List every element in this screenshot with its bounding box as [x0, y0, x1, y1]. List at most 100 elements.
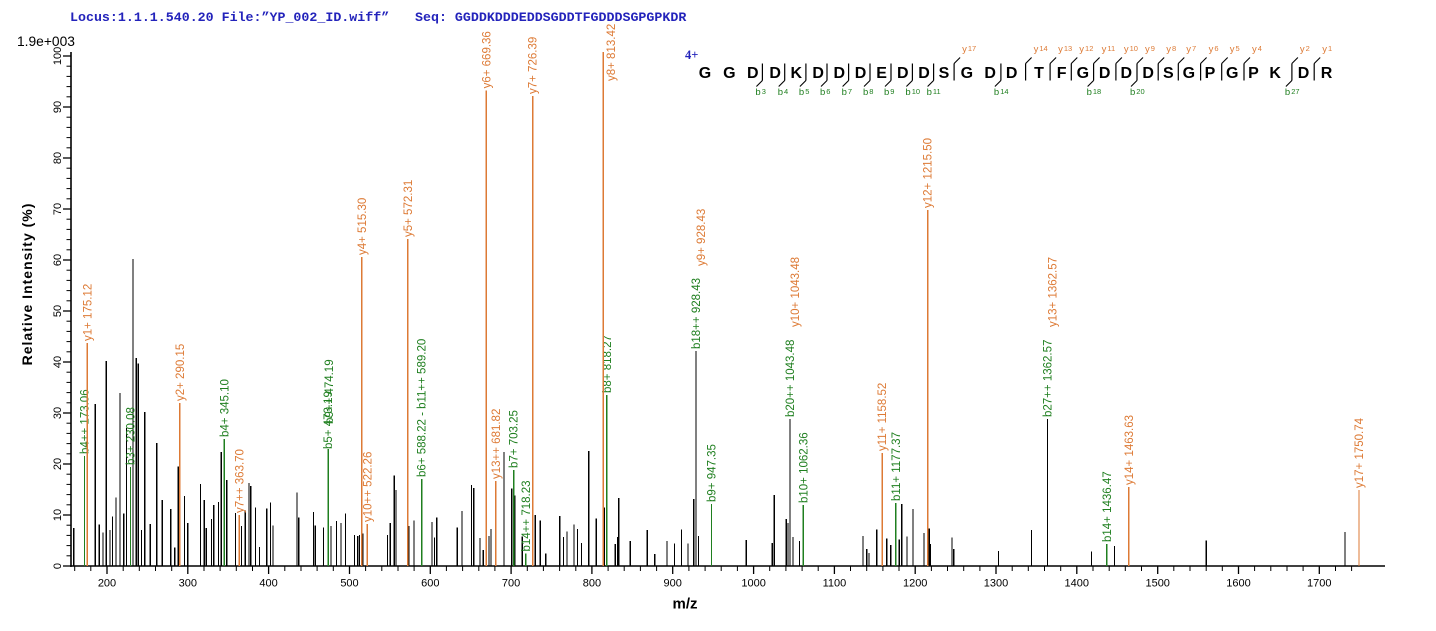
svg-text:1600: 1600: [1226, 578, 1250, 590]
svg-text:y1+ 175.12: y1+ 175.12: [82, 284, 94, 341]
svg-text:Seq: GGDDKDDDEDDSGDDTFGDDDSGPG: Seq: GGDDKDDDEDDSGDDTFGDDDSGPGPKDR: [415, 10, 686, 25]
svg-text:y13+ 1362.57: y13+ 1362.57: [1048, 257, 1060, 327]
svg-text:b3+ 230.08: b3+ 230.08: [126, 407, 138, 465]
svg-text:y4+ 515.30: y4+ 515.30: [357, 198, 369, 255]
svg-text:y12+ 1215.50: y12+ 1215.50: [923, 138, 935, 208]
svg-text:b9+ 947.35: b9+ 947.35: [707, 444, 719, 502]
svg-text:D: D: [1298, 65, 1310, 82]
svg-text:K: K: [1269, 65, 1281, 82]
svg-text:b14++ 718.23: b14++ 718.23: [521, 481, 533, 552]
svg-text:R: R: [1321, 65, 1333, 82]
svg-text:y7++ 363.70: y7++ 363.70: [234, 449, 246, 513]
svg-text:30: 30: [52, 407, 64, 419]
svg-text:G: G: [1077, 65, 1089, 82]
svg-text:40: 40: [52, 356, 64, 368]
svg-text:70: 70: [52, 203, 64, 215]
svg-text:y8+ 813.42: y8+ 813.42: [606, 24, 618, 81]
svg-text:b9++ 474.19: b9++ 474.19: [324, 359, 336, 424]
svg-text:D: D: [834, 65, 846, 82]
svg-text:b6: b6: [820, 87, 830, 98]
svg-text:1000: 1000: [741, 578, 765, 590]
svg-text:G: G: [1226, 65, 1238, 82]
svg-text:P: P: [1205, 65, 1216, 82]
svg-text:1300: 1300: [984, 578, 1008, 590]
svg-text:b6+ 588.22 - b11++ 589.20: b6+ 588.22 - b11++ 589.20: [417, 339, 429, 477]
svg-text:200: 200: [98, 578, 116, 590]
svg-text:y2+ 290.15: y2+ 290.15: [175, 344, 187, 401]
svg-text:1500: 1500: [1145, 578, 1169, 590]
svg-text:700: 700: [502, 578, 520, 590]
svg-text:G: G: [699, 65, 711, 82]
svg-text:D: D: [984, 65, 996, 82]
svg-text:S: S: [939, 65, 950, 82]
svg-text:1.9e+003: 1.9e+003: [17, 34, 75, 49]
svg-text:y9: y9: [1145, 44, 1155, 55]
svg-text:y6: y6: [1209, 44, 1219, 55]
svg-text:K: K: [791, 65, 803, 82]
svg-text:Locus:1.1.1.540.20 File:”YP_00: Locus:1.1.1.540.20 File:”YP_002_ID.wiff”: [70, 10, 389, 25]
svg-text:D: D: [918, 65, 930, 82]
svg-text:y13++ 681.82: y13++ 681.82: [491, 409, 503, 479]
svg-text:T: T: [1034, 65, 1044, 82]
svg-text:y12: y12: [1079, 44, 1093, 55]
svg-text:10: 10: [52, 509, 64, 521]
svg-text:y11+ 1158.52: y11+ 1158.52: [877, 383, 889, 451]
svg-text:b10: b10: [905, 87, 920, 98]
svg-text:G: G: [961, 65, 973, 82]
svg-text:G: G: [723, 65, 735, 82]
svg-text:0: 0: [52, 563, 64, 569]
svg-text:b3: b3: [755, 87, 765, 98]
svg-text:90: 90: [52, 101, 64, 113]
svg-text:y2: y2: [1300, 44, 1310, 55]
svg-text:b5: b5: [799, 87, 809, 98]
svg-text:D: D: [769, 65, 781, 82]
svg-text:900: 900: [664, 578, 682, 590]
svg-text:P: P: [1248, 65, 1259, 82]
svg-text:y5+ 572.31: y5+ 572.31: [403, 180, 415, 237]
svg-text:y6+ 669.36: y6+ 669.36: [481, 31, 493, 88]
svg-text:1100: 1100: [823, 578, 847, 590]
svg-text:y5: y5: [1230, 44, 1240, 55]
svg-text:y11: y11: [1102, 44, 1116, 55]
svg-text:b10+ 1062.36: b10+ 1062.36: [798, 432, 810, 503]
svg-text:b4++ 173.06: b4++ 173.06: [80, 389, 92, 454]
svg-text:b9: b9: [884, 87, 894, 98]
svg-text:y10: y10: [1124, 44, 1138, 55]
svg-text:b27: b27: [1285, 87, 1300, 98]
svg-text:D: D: [812, 65, 824, 82]
svg-text:b8: b8: [863, 87, 873, 98]
svg-text:y14: y14: [1034, 44, 1048, 55]
svg-text:S: S: [1163, 65, 1174, 82]
svg-text:1400: 1400: [1065, 578, 1089, 590]
svg-text:50: 50: [52, 305, 64, 317]
svg-text:b4+ 345.10: b4+ 345.10: [219, 379, 231, 437]
svg-text:300: 300: [179, 578, 197, 590]
svg-text:60: 60: [52, 254, 64, 266]
svg-text:y9+ 928.43: y9+ 928.43: [696, 209, 708, 266]
svg-text:400: 400: [259, 578, 277, 590]
svg-text:b5+ 473.19: b5+ 473.19: [323, 391, 335, 449]
svg-text:F: F: [1057, 65, 1067, 82]
svg-text:b4: b4: [778, 87, 788, 98]
svg-text:D: D: [897, 65, 909, 82]
svg-text:E: E: [876, 65, 887, 82]
svg-text:b7+ 703.25: b7+ 703.25: [509, 410, 521, 468]
svg-text:y10+ 1043.48: y10+ 1043.48: [790, 257, 802, 327]
svg-text:y17+ 1750.74: y17+ 1750.74: [1354, 417, 1366, 488]
svg-text:1700: 1700: [1307, 578, 1331, 590]
svg-text:b7: b7: [842, 87, 852, 98]
svg-text:y10++ 522.26: y10++ 522.26: [362, 452, 374, 522]
svg-text:b14+ 1436.47: b14+ 1436.47: [1102, 471, 1114, 542]
svg-text:y7+ 726.39: y7+ 726.39: [528, 37, 540, 94]
svg-text:80: 80: [52, 152, 64, 164]
svg-text:4+: 4+: [685, 48, 698, 62]
svg-text:y7: y7: [1186, 44, 1196, 55]
svg-text:20: 20: [52, 458, 64, 470]
svg-text:b20: b20: [1130, 87, 1145, 98]
svg-text:y8: y8: [1166, 44, 1176, 55]
svg-text:D: D: [1142, 65, 1154, 82]
svg-text:y13: y13: [1058, 44, 1072, 55]
svg-text:y1: y1: [1322, 44, 1332, 55]
svg-text:Relative Intensity (%): Relative Intensity (%): [19, 203, 35, 366]
svg-text:b20++ 1043.48: b20++ 1043.48: [785, 340, 797, 417]
